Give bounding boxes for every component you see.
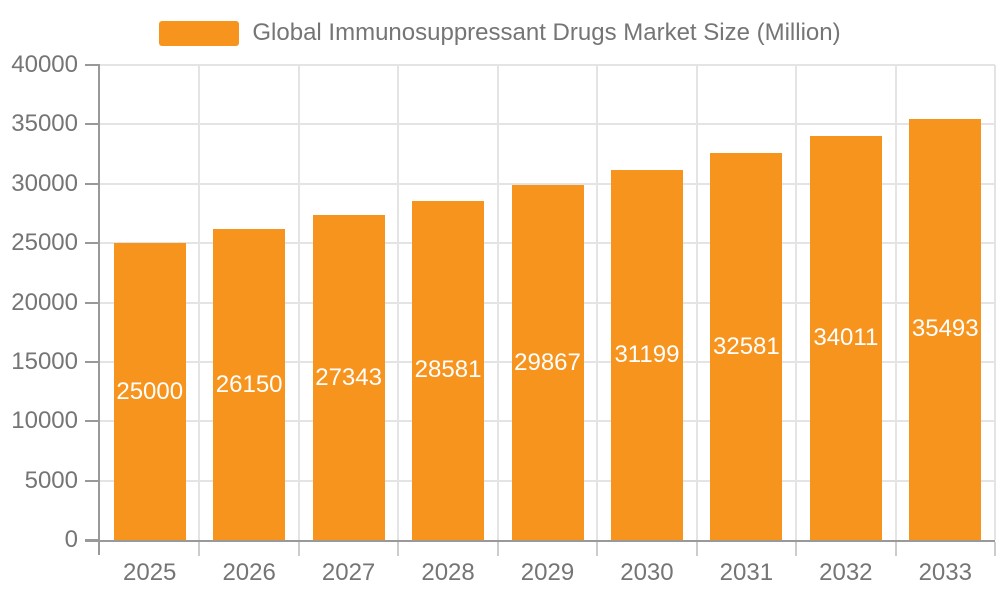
y-axis-label: 20000 xyxy=(11,288,78,316)
gridline-horizontal xyxy=(100,64,995,66)
gridline-vertical xyxy=(198,65,201,540)
y-axis-line xyxy=(98,65,100,555)
x-axis-tick xyxy=(795,542,798,556)
x-axis-line xyxy=(85,540,995,542)
gridline-vertical xyxy=(397,65,400,540)
bar-2033[interactable] xyxy=(909,118,982,540)
y-axis-label: 30000 xyxy=(11,169,78,197)
x-axis-tick xyxy=(297,542,300,556)
x-axis-tick xyxy=(397,542,400,556)
gridline-vertical xyxy=(994,65,996,540)
y-axis-label: 25000 xyxy=(11,229,78,257)
bar-2031[interactable] xyxy=(710,153,783,540)
x-axis-label: 2031 xyxy=(719,559,774,586)
bar-2026[interactable] xyxy=(213,229,286,540)
bar-2030[interactable] xyxy=(610,169,683,540)
gridline-vertical xyxy=(297,65,300,540)
y-axis-label: 35000 xyxy=(11,110,78,138)
legend-marker-icon xyxy=(159,20,240,46)
plot-area: 0 5000 10000 15000 20000 25000 30000 35000 40000… xyxy=(11,51,996,586)
x-axis-label: 2029 xyxy=(520,559,575,586)
y-axis-tick xyxy=(85,360,100,363)
gridline-horizontal xyxy=(100,182,995,185)
x-axis-label: 2027 xyxy=(321,559,376,586)
y-axis-tick xyxy=(85,242,100,245)
gridline-vertical xyxy=(894,65,897,540)
y-axis-label: 15000 xyxy=(11,347,78,375)
gridline-horizontal xyxy=(100,123,995,126)
bar-2028[interactable] xyxy=(412,200,485,540)
x-axis-tick xyxy=(596,542,599,556)
bar-2027[interactable] xyxy=(312,215,385,540)
legend[interactable]: Global Immunosuppressant Drugs Market Si… xyxy=(0,19,1000,46)
gridline-vertical xyxy=(496,65,499,540)
gridline-vertical xyxy=(596,65,599,540)
y-axis-tick xyxy=(85,301,100,304)
y-axis-tick xyxy=(85,64,100,66)
y-axis-tick xyxy=(85,420,100,423)
x-axis-tick xyxy=(496,542,499,556)
bar-2032[interactable] xyxy=(809,136,882,540)
y-axis-label: 40000 xyxy=(11,51,78,78)
x-axis-tick xyxy=(198,542,201,556)
bar-2029[interactable] xyxy=(511,185,584,540)
x-axis-tick xyxy=(994,542,996,556)
gridline-vertical xyxy=(695,65,698,540)
y-axis-tick xyxy=(85,479,100,482)
bar-2025[interactable] xyxy=(113,243,186,540)
x-axis-label: 2025 xyxy=(123,559,177,586)
legend-label: Global Immunosuppressant Drugs Market Si… xyxy=(252,19,841,46)
x-axis-tick xyxy=(894,542,897,556)
x-axis-label: 2028 xyxy=(421,559,475,586)
x-axis-tick xyxy=(695,542,698,556)
x-axis-label: 2030 xyxy=(620,559,674,586)
y-axis-label: 5000 xyxy=(24,466,78,494)
y-axis-label: 0 xyxy=(64,526,78,553)
y-axis-label: 10000 xyxy=(11,407,78,435)
y-axis-tick xyxy=(85,123,100,126)
gridline-vertical xyxy=(795,65,798,540)
x-axis-label: 2033 xyxy=(918,559,972,586)
y-axis-tick xyxy=(85,182,100,185)
x-axis-label: 2032 xyxy=(819,559,873,586)
x-axis-label: 2026 xyxy=(222,559,276,586)
